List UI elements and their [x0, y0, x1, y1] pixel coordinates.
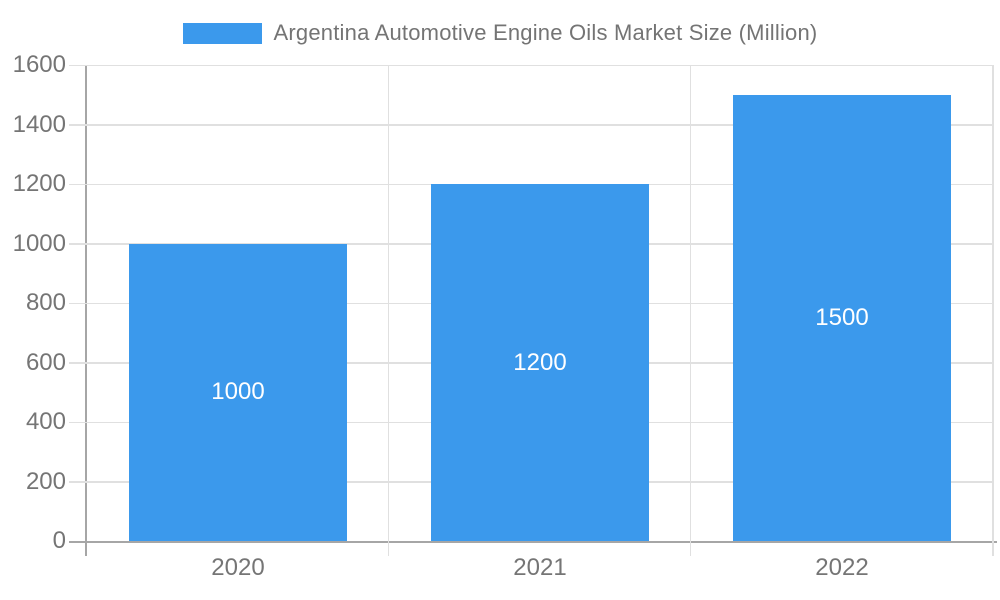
x-tick-label: 2022 [815, 554, 869, 581]
plot-area: 1000 1200 1500 [69, 64, 997, 556]
bar-value-label: 1500 [815, 303, 869, 331]
gridline-horizontal [69, 64, 993, 66]
y-tick-label: 600 [25, 348, 66, 376]
y-tick-label: 400 [25, 408, 66, 435]
bar-2021[interactable]: 1200 [431, 184, 649, 541]
gridline-vertical [992, 65, 994, 556]
chart-legend[interactable]: Argentina Automotive Engine Oils Market … [0, 20, 1000, 46]
x-axis-labels: 2020 2021 2022 [87, 556, 993, 580]
y-tick-label: 800 [25, 289, 66, 316]
y-tick-label: 1200 [12, 170, 66, 197]
x-tick-label: 2021 [513, 554, 567, 581]
y-tick-label: 0 [52, 527, 66, 554]
y-tick-label: 1400 [12, 110, 66, 138]
bar-value-label: 1000 [211, 378, 265, 406]
y-tick-label: 1600 [12, 51, 66, 78]
y-axis-line [85, 65, 87, 556]
gridline-vertical [387, 65, 390, 556]
bar-2020[interactable]: 1000 [129, 243, 347, 541]
y-axis-labels: 0 200 400 600 800 1000 1200 1400 1600 [0, 53, 66, 553]
gridline-vertical [689, 65, 692, 556]
bar-value-label: 1200 [513, 348, 567, 376]
legend-label: Argentina Automotive Engine Oils Market … [273, 20, 818, 45]
y-tick-label: 200 [25, 467, 66, 495]
gridline-horizontal [69, 124, 993, 126]
bar-2022[interactable]: 1500 [733, 94, 951, 541]
y-tick-label: 1000 [12, 229, 66, 257]
x-axis-line [69, 541, 997, 543]
x-tick-label: 2020 [211, 554, 265, 581]
legend-swatch [182, 22, 262, 44]
